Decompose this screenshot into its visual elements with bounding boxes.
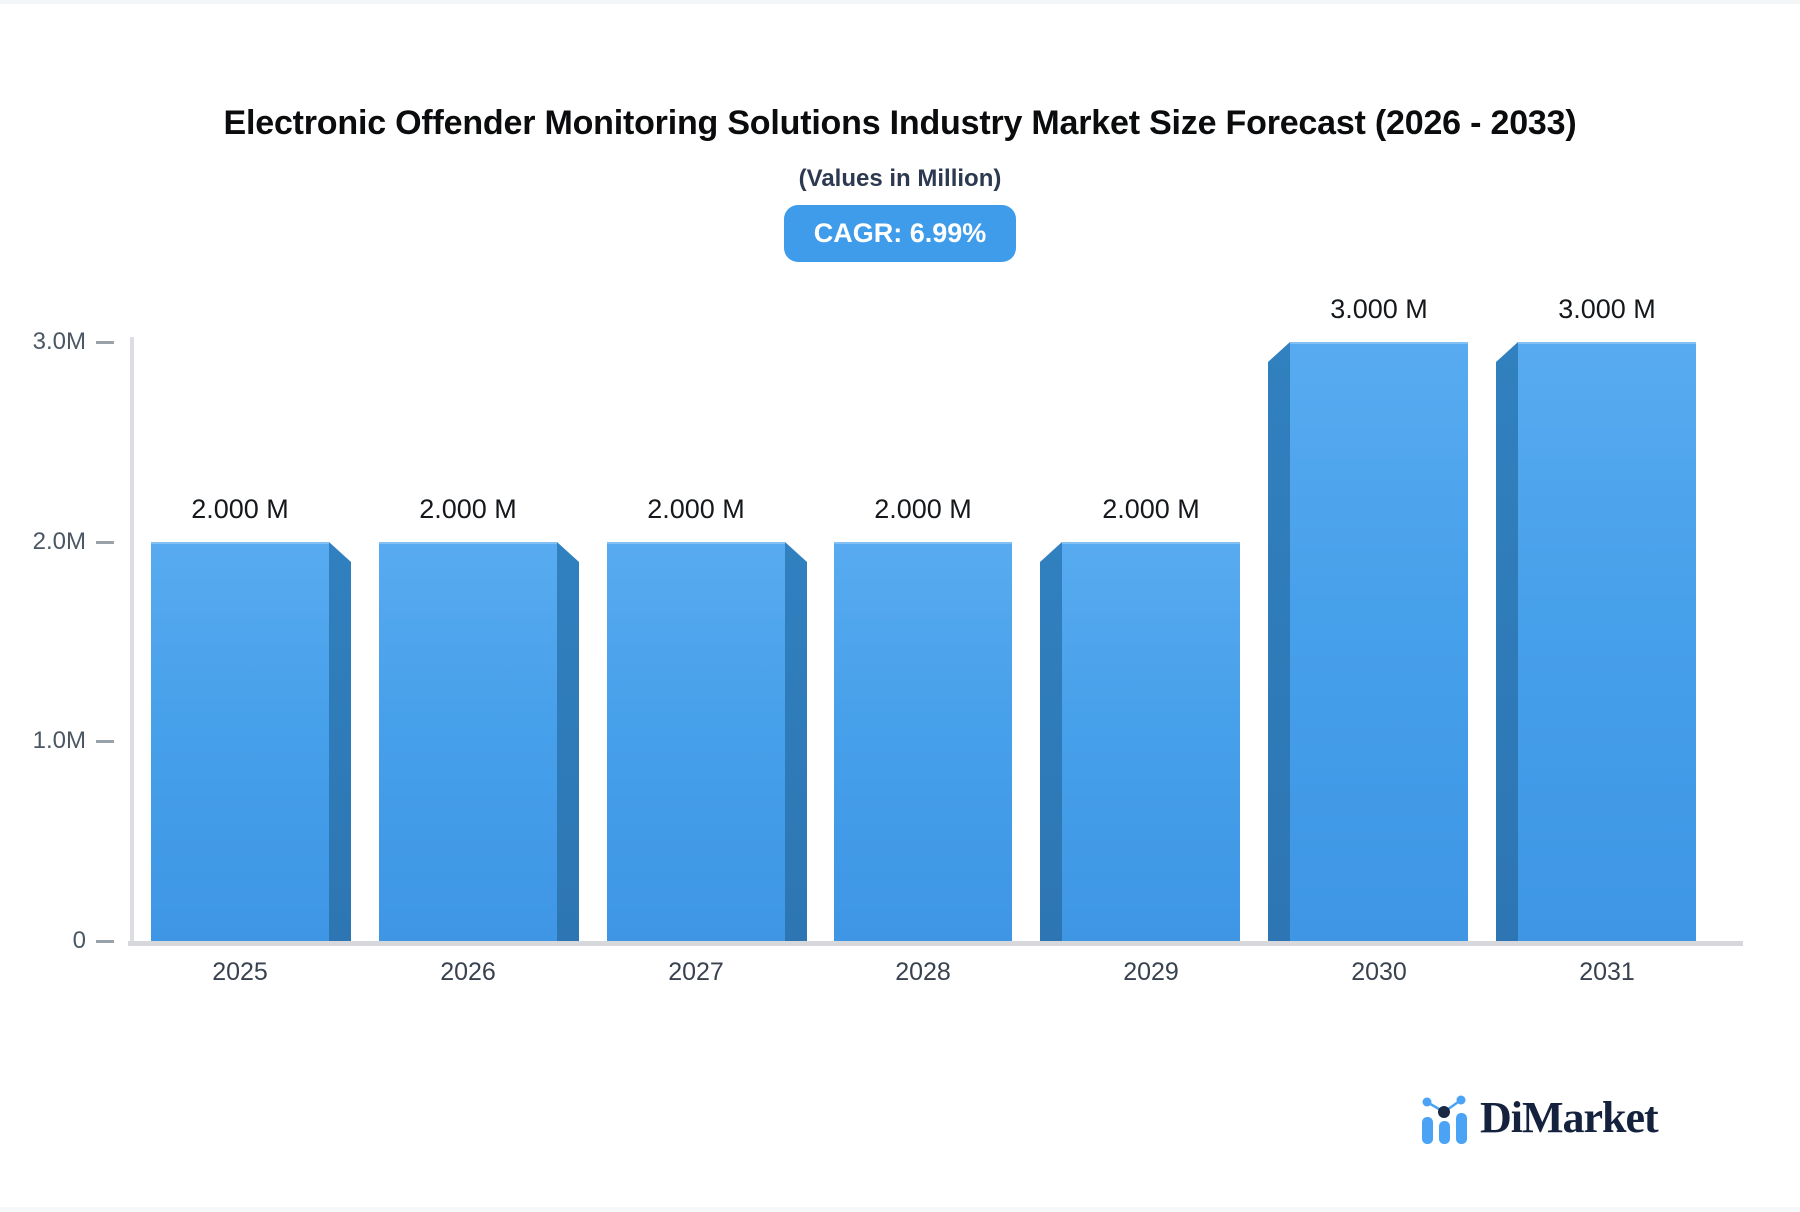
y-axis-line [130,337,134,946]
bar-value-label-2025: 2.000 M [191,494,289,524]
y-tick-mark [96,740,114,743]
x-tick-label-2030: 2030 [1351,958,1407,986]
x-tick-label-2027: 2027 [668,958,724,986]
bar-2027-side [785,542,807,941]
bar-2028 [834,542,1012,941]
brand-logo: DiMarket [1420,1092,1659,1144]
x-tick-label-2029: 2029 [1123,958,1179,986]
x-axis-baseline [128,941,1743,946]
chart-header: Electronic Offender Monitoring Solutions… [0,98,1800,262]
chart-subtitle: (Values in Million) [798,165,1002,192]
x-tick-label-2026: 2026 [440,958,496,986]
brand-name: DiMarket [1480,1093,1659,1142]
y-tick-label: 2.0M [32,528,86,555]
y-tick-mark [96,940,114,943]
dimarket-logo-icon [1422,1095,1467,1144]
y-tick-label: 1.0M [32,727,86,754]
bar-2030 [1290,342,1468,941]
y-tick-mark [96,541,114,544]
bar-2029 [1062,542,1240,941]
bar-2029-side [1040,542,1062,941]
bar-2025 [151,542,329,941]
x-tick-label-2025: 2025 [212,958,268,986]
bar-2026 [379,542,557,941]
bar-value-label-2026: 2.000 M [419,494,517,524]
bar-2031-side [1496,342,1518,941]
bar-2027 [607,542,785,941]
bar-value-label-2028: 2.000 M [874,494,972,524]
y-tick-mark [96,341,114,344]
x-tick-label-2031: 2031 [1579,958,1635,986]
cagr-badge: CAGR: 6.99% [783,205,1017,262]
y-tick-label: 3.0M [32,328,86,355]
bar-value-label-2027: 2.000 M [647,494,745,524]
bar-2026-side [557,542,579,941]
chart-title: Electronic Offender Monitoring Solutions… [223,104,1577,142]
card-top-edge [0,0,1800,4]
bar-2031 [1518,342,1696,941]
card-bottom-edge [0,1207,1800,1212]
bar-value-label-2030: 3.000 M [1330,294,1428,324]
bar-2025-side [329,542,351,941]
x-tick-label-2028: 2028 [895,958,951,986]
bar-value-label-2029: 2.000 M [1102,494,1200,524]
bar-2030-side [1268,342,1290,941]
bar-value-label-2031: 3.000 M [1558,294,1656,324]
y-tick-label: 0 [72,927,86,954]
